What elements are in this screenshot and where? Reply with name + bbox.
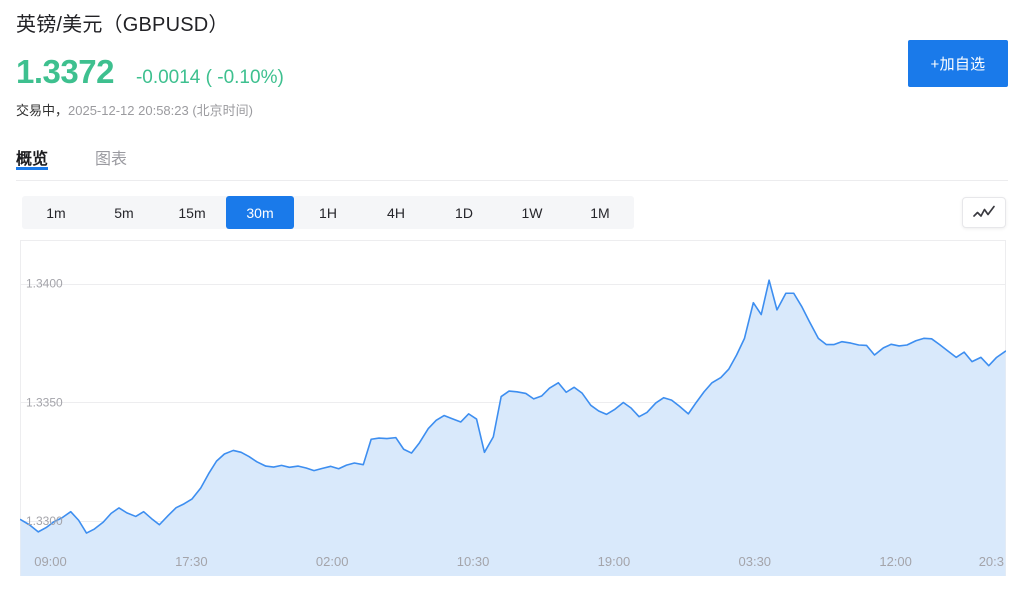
x-axis-tick-label: 02:00 bbox=[316, 554, 349, 569]
chart-y-axis-labels: 1.3400 1.3350 1.3300 bbox=[26, 277, 63, 528]
y-axis-tick-label: 1.3350 bbox=[26, 395, 63, 409]
period-15m[interactable]: 15m bbox=[178, 204, 206, 221]
tab-bar: 概览 图表 bbox=[16, 145, 1008, 181]
period-1h[interactable]: 1H bbox=[319, 204, 337, 221]
price-chart-svg: 1.3400 1.3350 1.3300 09:00 17:30 02:00 10:30 1… bbox=[20, 240, 1006, 576]
tab-active-underline bbox=[16, 167, 49, 170]
price-line bbox=[20, 279, 1006, 534]
y-axis-tick-label: 1.3400 bbox=[26, 277, 63, 291]
period-30m[interactable]: 30m bbox=[226, 196, 294, 229]
area-fill bbox=[20, 280, 1006, 576]
x-axis-tick-label: 19:00 bbox=[598, 554, 631, 569]
page-title: 英镑/美元（GBPUSD） bbox=[16, 14, 229, 36]
x-axis-tick-label: 03:30 bbox=[739, 554, 772, 569]
x-axis-tick-label: 20:3 bbox=[979, 554, 1004, 569]
price-chart[interactable]: 1.3400 1.3350 1.3300 09:00 17:30 02:00 10:30 1… bbox=[20, 240, 1006, 576]
tab-overview[interactable]: 概览 bbox=[16, 145, 49, 170]
tab-charts-label: 图表 bbox=[95, 151, 128, 168]
line-chart-icon bbox=[973, 205, 995, 217]
x-axis-tick-label: 09:00 bbox=[34, 554, 67, 569]
market-status-timestamp: 2025-12-12 20:58:23 (北京时间) bbox=[68, 103, 253, 118]
period-switcher: 1m 5m 15m 30m 1H 4H 1D 1W 1M bbox=[22, 196, 634, 229]
chart-type-toggle-button[interactable] bbox=[962, 197, 1006, 228]
quote-summary: 1.3372 -0.0014 ( -0.10%) bbox=[16, 55, 284, 88]
x-axis-tick-label: 17:30 bbox=[175, 554, 208, 569]
current-price: 1.3372 bbox=[16, 53, 114, 90]
price-change: -0.0014 ( -0.10%) bbox=[135, 67, 284, 88]
x-axis-tick-label: 10:30 bbox=[457, 554, 490, 569]
tab-overview-label: 概览 bbox=[16, 151, 49, 168]
chart-x-axis-labels: 09:00 17:30 02:00 10:30 19:00 03:30 12:00 20:3 bbox=[34, 554, 1004, 569]
market-status-state: 交易中， bbox=[16, 103, 69, 118]
y-axis-tick-label: 1.3300 bbox=[26, 514, 63, 528]
period-4h[interactable]: 4H bbox=[387, 204, 405, 221]
period-1w[interactable]: 1W bbox=[521, 204, 543, 221]
period-1m[interactable]: 1m bbox=[46, 204, 66, 221]
add-to-watchlist-button[interactable]: +加自选 bbox=[908, 40, 1008, 87]
chart-area-series bbox=[20, 279, 1006, 576]
period-5m[interactable]: 5m bbox=[114, 204, 134, 221]
x-axis-tick-label: 12:00 bbox=[879, 554, 912, 569]
period-1m-month[interactable]: 1M bbox=[590, 204, 610, 221]
tab-charts[interactable]: 图表 bbox=[95, 145, 127, 169]
market-status: 交易中，2025-12-12 20:58:23 (北京时间) bbox=[16, 100, 253, 119]
period-1d[interactable]: 1D bbox=[455, 204, 473, 221]
